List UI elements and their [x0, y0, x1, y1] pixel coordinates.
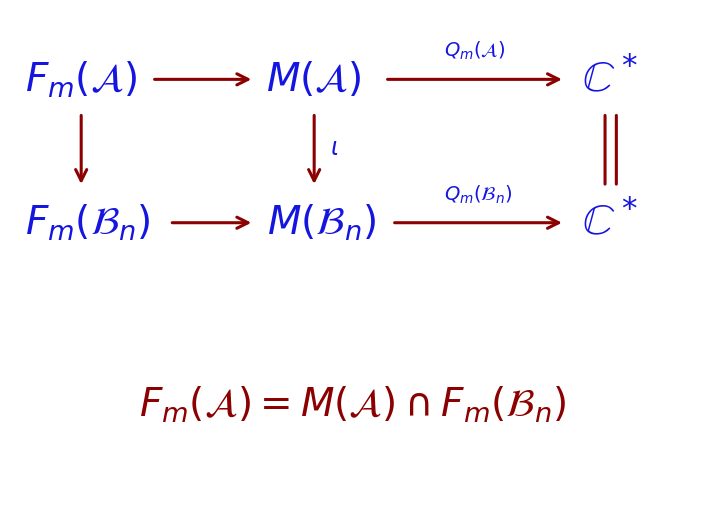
Text: $F_m(\mathcal{A}) = M(\mathcal{A}) \cap F_m(\mathcal{B}_n)$: $F_m(\mathcal{A}) = M(\mathcal{A}) \cap …	[139, 385, 567, 424]
Text: $\iota$: $\iota$	[330, 137, 339, 160]
Text: $M(\mathcal{B}_n)$: $M(\mathcal{B}_n)$	[267, 203, 376, 243]
Text: $Q_m(\mathcal{A})$: $Q_m(\mathcal{A})$	[444, 40, 505, 62]
Text: $M(\mathcal{A})$: $M(\mathcal{A})$	[266, 60, 362, 99]
Text: $\mathbb{C}^*$: $\mathbb{C}^*$	[582, 57, 639, 101]
Text: $Q_m(\mathcal{B}_n)$: $Q_m(\mathcal{B}_n)$	[444, 183, 512, 206]
Text: $F_m(\mathcal{A})$: $F_m(\mathcal{A})$	[25, 59, 137, 99]
Text: $F_m(\mathcal{B}_n)$: $F_m(\mathcal{B}_n)$	[25, 203, 151, 243]
Text: $\mathbb{C}^*$: $\mathbb{C}^*$	[582, 201, 639, 245]
